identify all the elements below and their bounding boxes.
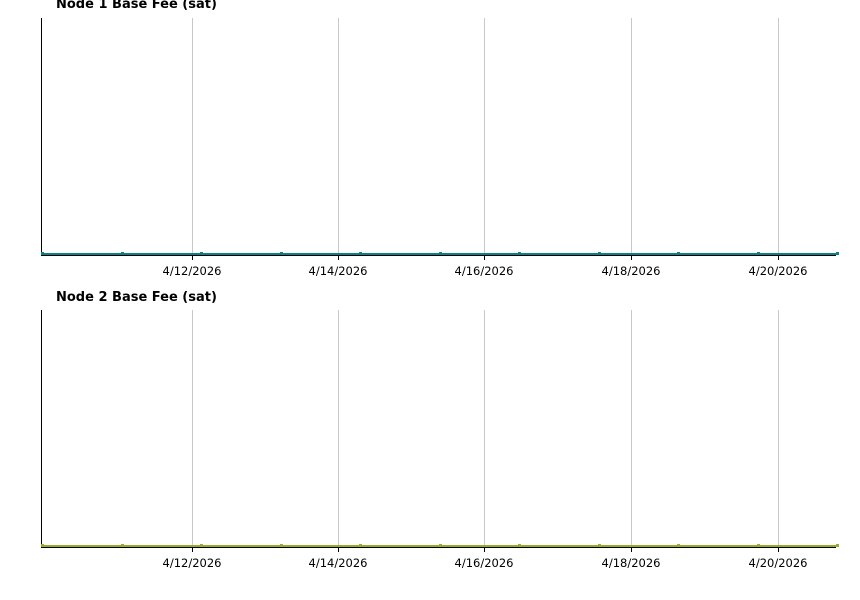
x-tick-mark <box>192 256 193 260</box>
gridline-x-4 <box>631 310 632 548</box>
data-point-marker <box>120 252 124 255</box>
x-tick-label: 4/20/2026 <box>748 556 808 570</box>
x-tick-mark <box>484 548 485 552</box>
gridline-x-3 <box>484 310 485 548</box>
x-tick-mark <box>484 256 485 260</box>
data-point-marker <box>279 252 283 255</box>
x-tick-label: 4/16/2026 <box>454 556 514 570</box>
data-point-marker <box>836 252 839 255</box>
y-axis-node-1 <box>41 18 42 256</box>
x-tick-label: 4/18/2026 <box>601 556 661 570</box>
data-point-marker <box>200 544 203 547</box>
x-tick-mark <box>631 256 632 260</box>
gridline-x-5 <box>778 18 779 256</box>
gridline-x-4 <box>631 18 632 256</box>
x-tick-label: 4/14/2026 <box>308 556 368 570</box>
data-point-marker <box>518 252 521 255</box>
data-point-marker <box>597 544 601 547</box>
chart-title-node-1: Node 1 Base Fee (sat) <box>56 0 217 12</box>
x-tick-label: 4/12/2026 <box>162 556 222 570</box>
x-tick-mark <box>338 548 339 552</box>
gridline-x-1 <box>192 18 193 256</box>
plot-area-node-1 <box>41 18 839 256</box>
data-point-marker <box>756 544 760 547</box>
x-axis-node-1 <box>41 255 836 256</box>
data-point-marker <box>836 544 839 547</box>
gridline-x-2 <box>338 18 339 256</box>
data-point-marker <box>597 252 601 255</box>
x-tick-mark <box>778 548 779 552</box>
data-point-marker <box>756 252 760 255</box>
gridline-x-3 <box>484 18 485 256</box>
data-point-marker <box>120 544 124 547</box>
data-point-marker <box>438 252 442 255</box>
x-tick-mark <box>338 256 339 260</box>
plot-area-node-2 <box>41 310 839 548</box>
data-point-marker <box>677 252 680 255</box>
data-point-marker <box>518 544 521 547</box>
data-point-marker <box>359 252 362 255</box>
gridline-x-2 <box>338 310 339 548</box>
chart-title-node-2: Node 2 Base Fee (sat) <box>56 290 217 305</box>
data-point-marker <box>41 544 44 547</box>
x-axis-node-2 <box>41 547 836 548</box>
chart-panel-node-1: Node 1 Base Fee (sat) 4/12/2026 4/14/202… <box>0 0 860 290</box>
x-tick-mark <box>631 548 632 552</box>
x-tick-mark <box>778 256 779 260</box>
chart-panel-node-2: Node 2 Base Fee (sat) 4/12/2026 4/14/202… <box>0 290 860 580</box>
gridline-x-5 <box>778 310 779 548</box>
x-tick-label: 4/20/2026 <box>748 264 808 278</box>
data-point-marker <box>41 252 44 255</box>
x-tick-label: 4/14/2026 <box>308 264 368 278</box>
x-tick-label: 4/12/2026 <box>162 264 222 278</box>
gridline-x-1 <box>192 310 193 548</box>
x-tick-label: 4/18/2026 <box>601 264 661 278</box>
data-point-marker <box>279 544 283 547</box>
data-point-marker <box>677 544 680 547</box>
data-point-marker <box>359 544 362 547</box>
data-point-marker <box>438 544 442 547</box>
data-point-marker <box>200 252 203 255</box>
y-axis-node-2 <box>41 310 42 548</box>
x-tick-mark <box>192 548 193 552</box>
x-tick-label: 4/16/2026 <box>454 264 514 278</box>
